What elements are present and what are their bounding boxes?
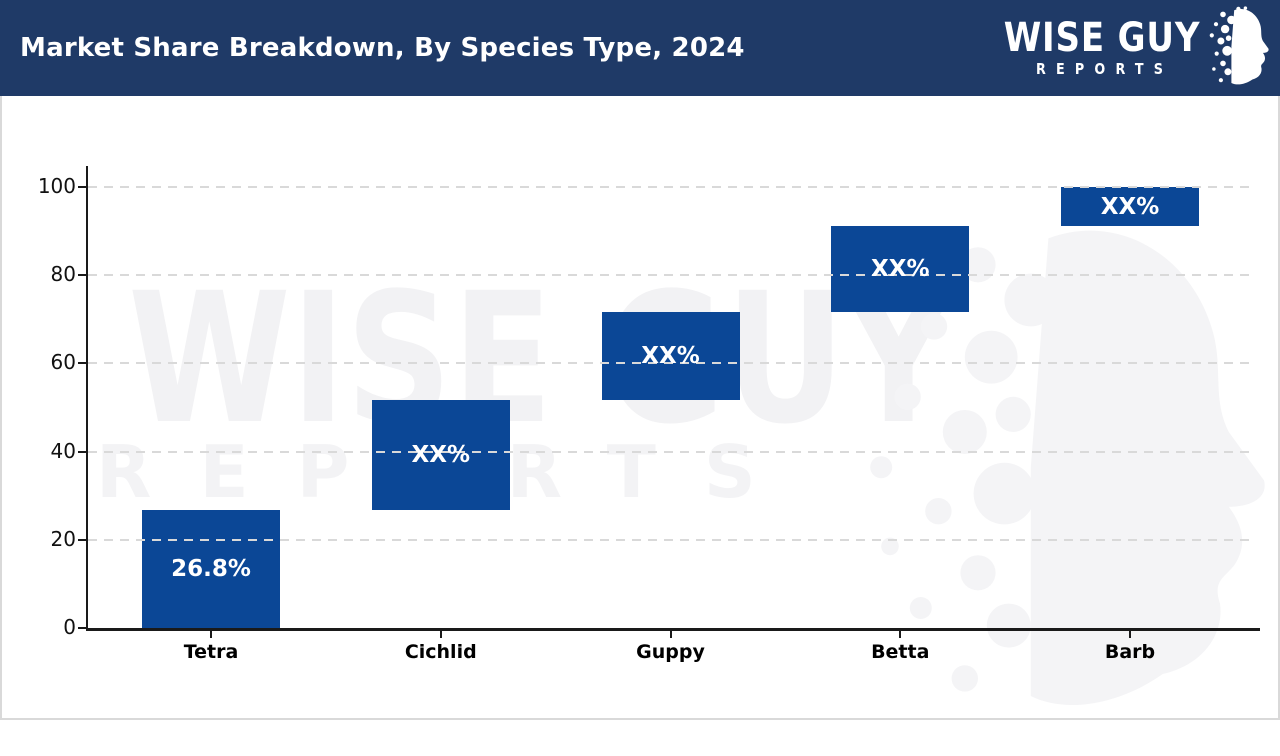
bar bbox=[831, 226, 970, 313]
header-bar: Market Share Breakdown, By Species Type,… bbox=[0, 0, 1280, 96]
y-tick-mark bbox=[78, 274, 87, 277]
x-tick-label: Betta bbox=[871, 641, 930, 663]
x-tick-mark bbox=[899, 630, 902, 638]
brand-logo: WISE GUY REPORTS bbox=[969, 6, 1272, 90]
brand-logo-text: WISE GUY REPORTS bbox=[1003, 18, 1200, 78]
grid-line bbox=[88, 362, 1256, 365]
bar bbox=[601, 312, 740, 401]
y-tick-label: 100 bbox=[37, 174, 76, 198]
y-tick-mark bbox=[78, 538, 87, 541]
y-tick-mark bbox=[78, 362, 87, 365]
x-tick-label: Tetra bbox=[183, 641, 239, 663]
brand-name: WISE GUY bbox=[1003, 15, 1200, 61]
brand-subtitle: REPORTS bbox=[1035, 60, 1173, 78]
y-tick-mark bbox=[78, 450, 87, 453]
x-tick-mark bbox=[1129, 630, 1131, 638]
x-axis-line bbox=[86, 628, 1260, 631]
grid-line bbox=[88, 274, 1256, 277]
bar-value-label: XX% bbox=[411, 442, 470, 469]
page-border-left bbox=[0, 96, 2, 720]
bar bbox=[1061, 187, 1199, 227]
bar-value-label: XX% bbox=[870, 256, 930, 283]
x-tick-label: Cichlid bbox=[404, 641, 477, 663]
grid-line bbox=[88, 186, 1256, 188]
x-tick-label: Barb bbox=[1104, 641, 1156, 663]
y-tick-mark bbox=[78, 627, 87, 629]
bar bbox=[371, 400, 510, 510]
page-border-bottom bbox=[0, 718, 1280, 720]
y-tick-label: 20 bbox=[50, 526, 76, 551]
bar-value-label: XX% bbox=[1100, 193, 1160, 220]
dotted-head-icon bbox=[1209, 6, 1269, 85]
x-tick-mark bbox=[210, 630, 212, 638]
x-tick-label: Guppy bbox=[636, 641, 705, 663]
grid-line bbox=[88, 450, 1256, 453]
page-border-right bbox=[1278, 96, 1280, 720]
bar bbox=[142, 509, 280, 628]
bar-value-label: XX% bbox=[641, 343, 700, 370]
y-tick-label: 60 bbox=[50, 350, 76, 375]
x-tick-mark bbox=[669, 630, 672, 638]
page-title: Market Share Breakdown, By Species Type,… bbox=[20, 33, 745, 63]
y-tick-mark bbox=[78, 186, 87, 188]
bar-value-label: 26.8% bbox=[171, 555, 251, 582]
y-axis-line bbox=[86, 166, 88, 631]
watermark-text-1: WISE GUY bbox=[128, 255, 953, 464]
y-tick-label: 40 bbox=[50, 438, 76, 463]
chart-area: WISE GUY REPORTS 02040608010026.8%TetraX… bbox=[0, 96, 1280, 720]
x-tick-mark bbox=[439, 630, 442, 638]
y-tick-label: 80 bbox=[50, 262, 76, 287]
grid-line bbox=[88, 538, 1256, 541]
y-tick-label: 0 bbox=[63, 615, 76, 639]
